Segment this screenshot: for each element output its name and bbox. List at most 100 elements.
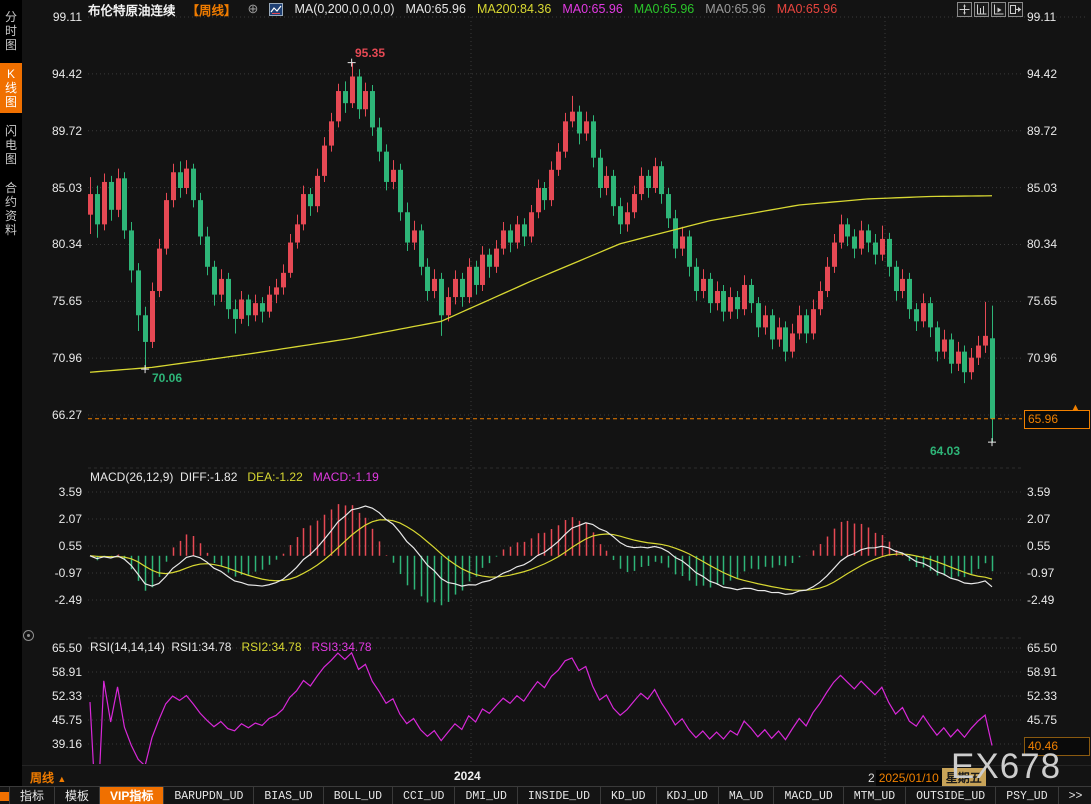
- low-price-annotation-left: 70.06: [152, 371, 183, 385]
- rsi-tick-left-1: 58.91: [51, 665, 82, 680]
- rsi-tick-right-3: 45.75: [1027, 713, 1058, 727]
- ma-values: MA(0,200,0,0,0,0) MA0:65.96 MA200:84.36 MA0…: [294, 2, 848, 16]
- macd-tick-left-0: 3.59: [58, 485, 82, 499]
- toolbar-item-kd_ud[interactable]: KD_UD: [601, 787, 657, 804]
- macd-tick-left-4: -2.49: [54, 592, 82, 607]
- macd-tick-right-0: 3.59: [1027, 485, 1051, 499]
- macd-layer: [89, 504, 994, 606]
- ma-value-4: MA0:65.96: [633, 2, 695, 16]
- price-tick-left-2: 89.72: [51, 123, 82, 138]
- macd-diff-value: DIFF:-1.82: [180, 470, 238, 484]
- chart-header: 布伦特原油连续 【周线】 ⊕ MA(0,200,0,0,0,0) MA0:65.9…: [88, 1, 848, 18]
- toolbar-item-ma_ud[interactable]: MA_UD: [719, 787, 775, 804]
- annotation-layer: [88, 58, 1022, 447]
- toolbar-item-outside_ud[interactable]: OUTSIDE_UD: [906, 787, 997, 804]
- toolbar-item-[interactable]: 指标: [10, 787, 56, 804]
- rsi3-value: RSI3:34.78: [311, 640, 372, 654]
- high-price-annotation: 95.35: [355, 46, 386, 60]
- toolbar-item-mtm_ud[interactable]: MTM_UD: [844, 787, 907, 804]
- scroll-latest-icon[interactable]: ▲: [1070, 402, 1081, 414]
- toolbar-item-macd_ud[interactable]: MACD_UD: [774, 787, 844, 804]
- price-tick-left-0: 99.11: [52, 10, 82, 24]
- playback-icon[interactable]: [991, 2, 1006, 17]
- sidebar-tab-4[interactable]: 合约资料: [4, 181, 17, 237]
- toolbar-item-kdj_ud[interactable]: KDJ_UD: [657, 787, 719, 804]
- time-axis-row: 周线 ▲ 2024 2 2025/01/10 星期五: [22, 765, 1091, 787]
- price-tick-left-4: 80.34: [51, 237, 82, 252]
- macd-dea-value: DEA:-1.22: [247, 470, 303, 484]
- toolbar-item-barupdn_ud[interactable]: BARUPDN_UD: [164, 787, 255, 804]
- toolbar-item-[interactable]: 模板: [55, 787, 101, 804]
- macd-tick-right-4: -2.49: [1027, 592, 1055, 607]
- brand-watermark: EX678: [951, 747, 1062, 786]
- gridlines: [88, 16, 1086, 762]
- macd-name: MACD(26,12,9): [90, 470, 174, 484]
- ma-value-1: MA0:65.96: [405, 2, 466, 16]
- macd-tick-right-1: 2.07: [1027, 512, 1051, 526]
- macd-tick-left-1: 2.07: [58, 512, 82, 526]
- macd-tick-right-2: 0.55: [1027, 539, 1051, 553]
- price-tick-left-7: 66.27: [51, 408, 82, 422]
- toolbar-item-inside_ud[interactable]: INSIDE_UD: [518, 787, 601, 804]
- price-tick-right-0: 99.11: [1027, 10, 1057, 24]
- toolbar-item-dmi_ud[interactable]: DMI_UD: [455, 787, 518, 804]
- ma-value-0: MA(0,200,0,0,0,0): [294, 2, 395, 16]
- crosshair-icon[interactable]: [957, 2, 972, 17]
- price-tick-left-3: 85.03: [51, 180, 82, 195]
- low-price-annotation-right: 64.03: [930, 444, 961, 458]
- toolbar-item-cci_ud[interactable]: CCI_UD: [393, 787, 456, 804]
- cursor-date-badge: 2 2025/01/10 星期五: [868, 768, 986, 787]
- sidebar-tab-3[interactable]: 闪电图: [4, 124, 17, 166]
- toolbar-item-bias_ud[interactable]: BIAS_UD: [254, 787, 324, 804]
- year-tick-2025: 2: [868, 770, 875, 785]
- rsi-tick-right-2: 52.33: [1027, 689, 1058, 703]
- rsi-tick-left-2: 52.33: [51, 689, 82, 703]
- ma-value-3: MA0:65.96: [562, 2, 623, 16]
- circle-plus-icon[interactable]: ⊕: [247, 1, 259, 16]
- cursor-date: 2025/01/10: [875, 769, 942, 786]
- price-tick-right-1: 94.42: [1027, 66, 1058, 81]
- price-tick-right-5: 75.65: [1027, 294, 1058, 309]
- indicator-toolbar: 指标 模板 VIP指标 BARUPDN_UD BIAS_UD BOLL_UD CCI_UD D…: [0, 786, 1091, 804]
- chevron-up-icon: ▲: [57, 774, 67, 784]
- last-price-badge: 65.96: [1024, 410, 1090, 429]
- rsi-last-badge: 40.46: [1024, 737, 1090, 756]
- ma-value-6: MA0:65.96: [776, 2, 838, 16]
- price-tick-right-6: 70.96: [1027, 351, 1058, 366]
- sidebar-tab-1[interactable]: 分时图: [4, 10, 17, 52]
- sidebar-tab-2[interactable]: K线图: [0, 63, 22, 113]
- price-tick-left-5: 75.65: [51, 294, 82, 309]
- rsi-name: RSI(14,14,14): [90, 640, 165, 654]
- macd-tick-right-3: -0.97: [1027, 566, 1055, 580]
- toolbar-item-vip[interactable]: VIP指标: [100, 787, 165, 804]
- macd-tick-left-2: 0.55: [58, 539, 82, 553]
- price-tick-left-6: 70.96: [51, 351, 82, 366]
- sidebar: 分时图 K线图闪电图合约资料: [0, 0, 22, 804]
- macd-tick-left-3: -0.97: [54, 566, 82, 580]
- period-selector[interactable]: 周线 ▲: [30, 769, 66, 786]
- rsi-tick-right-0: 65.50: [1027, 641, 1058, 655]
- axis-zoom-icon[interactable]: [974, 2, 989, 17]
- rsi-tick-left-0: 65.50: [51, 641, 82, 655]
- macd-indicator-label: MACD(26,12,9) DIFF:-1.82 DEA:-1.22 MACD:…: [90, 470, 379, 484]
- rsi1-value: RSI1:34.78: [171, 640, 232, 654]
- period-text: 周线: [30, 771, 55, 785]
- cursor-weekday: 星期五: [941, 768, 986, 787]
- mini-chart-icon[interactable]: [269, 2, 284, 16]
- instrument-title: 布伦特原油连续: [88, 3, 176, 18]
- pane-expand-icon[interactable]: [1008, 2, 1023, 17]
- radio-indicator-icon[interactable]: [23, 630, 34, 641]
- rsi2-value: RSI2:34.78: [241, 640, 302, 654]
- window-tools: [957, 2, 1023, 17]
- toolbar-item-[interactable]: >>: [1059, 787, 1091, 804]
- ma-value-5: MA0:65.96: [705, 2, 766, 16]
- toolbar-item-boll_ud[interactable]: BOLL_UD: [324, 787, 394, 804]
- rsi-tick-right-1: 58.91: [1027, 665, 1058, 680]
- price-tick-right-2: 89.72: [1027, 123, 1058, 138]
- price-tick-left-1: 94.42: [51, 66, 82, 81]
- indicator-grid-icon[interactable]: [0, 787, 10, 804]
- toolbar-item-psy_ud[interactable]: PSY_UD: [996, 787, 1059, 804]
- price-tick-right-3: 85.03: [1027, 180, 1058, 195]
